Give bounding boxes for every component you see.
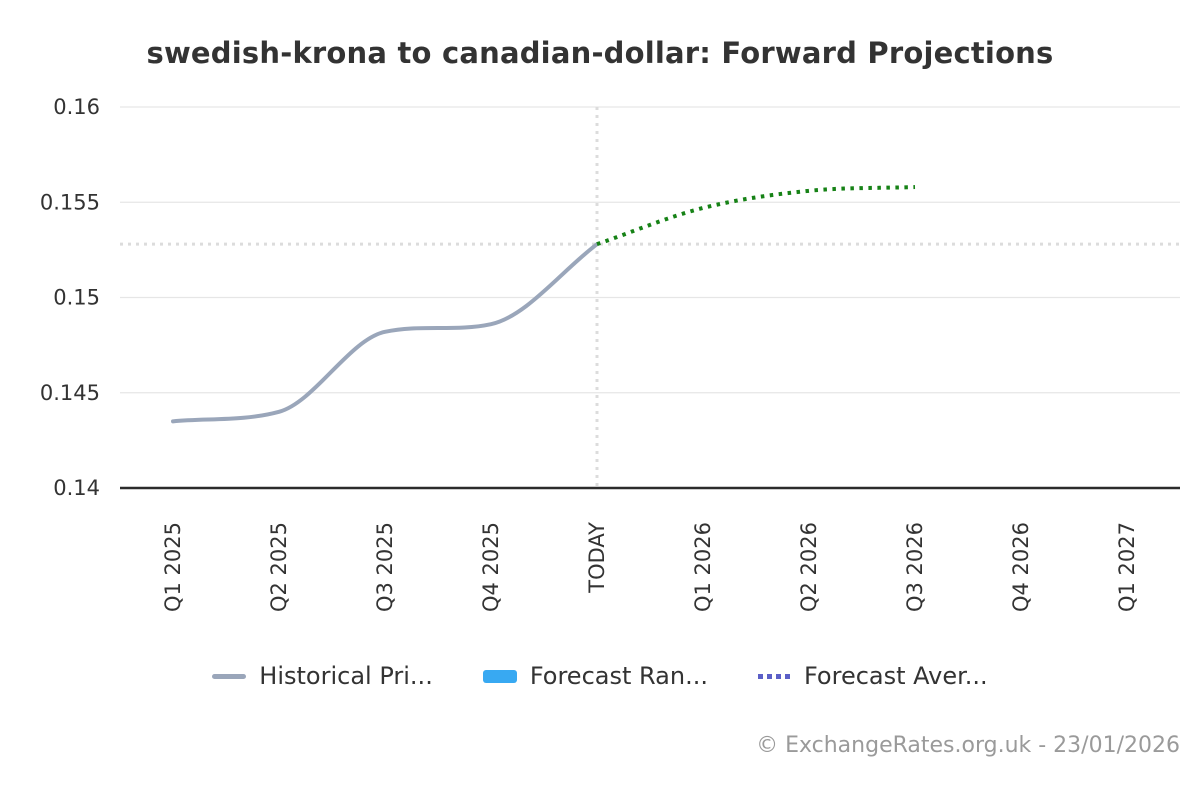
- forecast-average-line: [596, 185, 916, 247]
- chart-title: swedish-krona to canadian-dollar: Forwar…: [146, 36, 1054, 70]
- x-tick-label: Q4 2026: [1009, 522, 1033, 612]
- legend: Historical Pri... Forecast Ran... Foreca…: [0, 658, 1200, 694]
- y-tick-label: 0.155: [40, 190, 100, 214]
- legend-item-forecast-range[interactable]: Forecast Ran...: [482, 662, 708, 690]
- x-tick-label: Q1 2026: [691, 522, 715, 612]
- x-tick-label: TODAY: [585, 522, 609, 594]
- y-tick-label: 0.145: [40, 381, 100, 405]
- x-tick-label: Q1 2025: [161, 522, 185, 612]
- x-tick-label: Q2 2026: [797, 522, 821, 612]
- forecast-range-swatch-icon: [482, 669, 517, 683]
- x-tick-label: Q2 2025: [267, 522, 291, 612]
- x-tick-label: Q3 2025: [373, 522, 397, 612]
- legend-item-forecast-average[interactable]: Forecast Aver...: [757, 662, 988, 690]
- historical-price-line: [171, 242, 599, 424]
- legend-label-forecast-average: Forecast Aver...: [803, 662, 988, 690]
- watermark: © ExchangeRates.org.uk - 23/01/2026: [756, 733, 1180, 758]
- forecast-average-swatch-icon: [757, 673, 791, 679]
- historical-line-swatch-icon: [212, 673, 247, 679]
- legend-label-forecast-range: Forecast Ran...: [529, 662, 708, 690]
- legend-label-historical-price: Historical Pri...: [259, 662, 433, 690]
- y-tick-label: 0.15: [53, 286, 100, 310]
- y-tick-label: 0.16: [53, 95, 100, 119]
- x-tick-label: Q4 2025: [479, 522, 503, 612]
- price-chart: 0.14 0.145 0.15 0.155 0.16 Q1 2025 Q2 2025 Q3 2…: [40, 95, 1180, 612]
- x-tick-label: Q3 2026: [903, 522, 927, 612]
- legend-item-historical-price[interactable]: Historical Pri...: [212, 664, 433, 688]
- x-tick-label: Q1 2027: [1115, 522, 1139, 612]
- y-tick-label: 0.14: [53, 476, 100, 500]
